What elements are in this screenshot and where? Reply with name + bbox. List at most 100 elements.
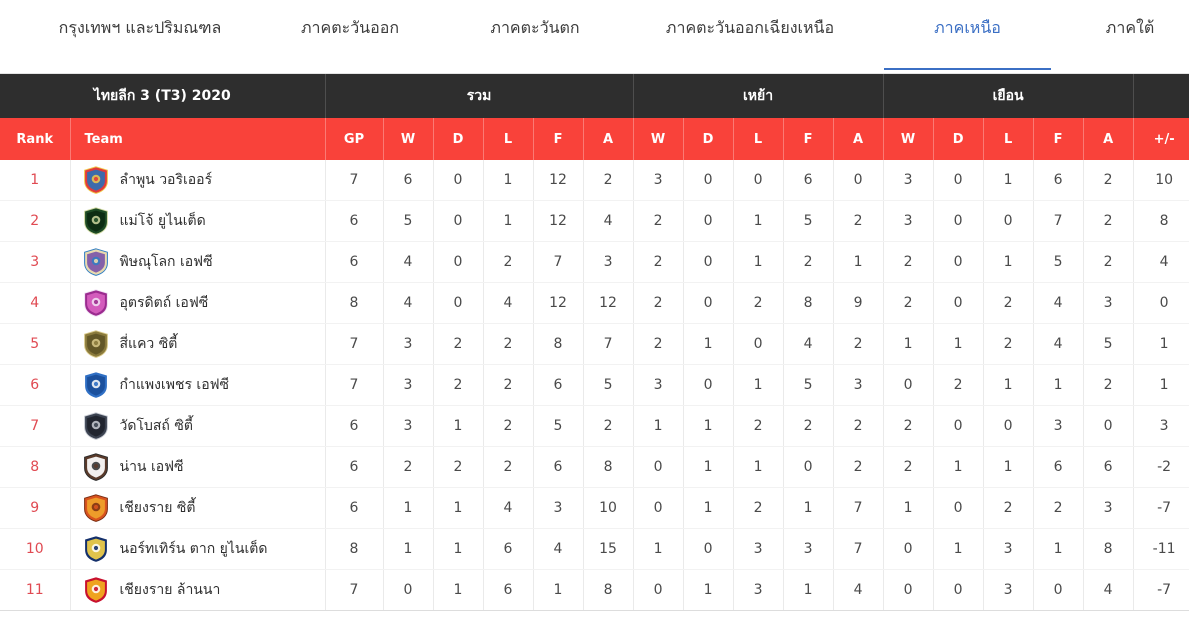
- cell-away-w: 1: [882, 487, 934, 529]
- cell-home-a: 2: [833, 405, 884, 447]
- cell-away-d: 0: [933, 200, 984, 242]
- col-home-l[interactable]: L: [733, 118, 784, 160]
- col-gp[interactable]: GP: [324, 118, 384, 160]
- tab-region-0[interactable]: กรุงเทพฯ และปริมณฑล: [40, 18, 240, 70]
- cell-total-a: 8: [583, 446, 634, 488]
- col-away-d[interactable]: D: [933, 118, 984, 160]
- team-name: พิษณุโลก เอฟซี: [119, 254, 213, 270]
- table-row[interactable]: 1ลำพูน วอริเออร์760112230060301621018: [0, 160, 1189, 201]
- cell-total-w: 0: [383, 569, 434, 611]
- table-row[interactable]: 6กำแพงเพชร เอฟซี7322653015302112111: [0, 364, 1189, 406]
- col-away-f[interactable]: F: [1033, 118, 1084, 160]
- group-home: เหย้า: [632, 74, 884, 118]
- tab-region-2[interactable]: ภาคตะวันตก: [470, 18, 600, 70]
- cell-team[interactable]: น่าน เอฟซี: [70, 446, 326, 488]
- cell-team[interactable]: แม่โจ้ ยูไนเต็ด: [70, 200, 326, 242]
- team-cell: เชียงราย ซิตี้: [71, 488, 325, 528]
- cell-total-f: 3: [533, 487, 584, 529]
- cell-team[interactable]: นอร์ทเทิร์น ตาก ยูไนเต็ด: [70, 528, 326, 570]
- cell-team[interactable]: ลำพูน วอริเออร์: [70, 160, 326, 201]
- cell-total-f: 8: [533, 323, 584, 365]
- col-away-w[interactable]: W: [882, 118, 934, 160]
- cell-home-a: 2: [833, 323, 884, 365]
- team-cell: วัดโบสถ์ ซิตี้: [71, 406, 325, 446]
- cell-gp: 6: [324, 446, 384, 488]
- cell-team[interactable]: สี่แคว ซิตี้: [70, 323, 326, 365]
- cell-away-f: 4: [1033, 282, 1084, 324]
- tab-region-5[interactable]: ภาคใต้: [1080, 18, 1180, 70]
- tab-region-3[interactable]: ภาคตะวันออกเฉียงเหนือ: [655, 18, 845, 70]
- col-home-w[interactable]: W: [632, 118, 684, 160]
- cell-total-a: 2: [583, 160, 634, 201]
- cell-home-d: 1: [683, 405, 734, 447]
- cell-home-a: 0: [833, 160, 884, 201]
- col-total-w[interactable]: W: [383, 118, 434, 160]
- cell-total-a: 8: [583, 569, 634, 611]
- cell-total-w: 1: [383, 528, 434, 570]
- group-blank: [1132, 74, 1189, 118]
- col-away-a[interactable]: A: [1083, 118, 1134, 160]
- table-row[interactable]: 2แม่โจ้ ยูไนเต็ด65011242015230072815: [0, 200, 1189, 242]
- table-row[interactable]: 7วัดโบสถ์ ซิตี้6312521122220030310: [0, 405, 1189, 447]
- league-title: ไทยลีก 3 (T3) 2020: [0, 74, 326, 118]
- cell-home-a: 7: [833, 487, 884, 529]
- cell-home-a: 7: [833, 528, 884, 570]
- cell-goal-difference: -7: [1132, 569, 1189, 611]
- cell-total-d: 1: [433, 569, 484, 611]
- table-row[interactable]: 10 นอร์ทเทิร์น ตาก ยูไนเต็ด 8 1 1 6 4 15 1 0 3 3 7 0 1…: [0, 528, 1189, 570]
- table-row[interactable]: 3พิษณุโลก เอฟซี6402732012120152412: [0, 241, 1189, 283]
- col-home-f[interactable]: F: [783, 118, 834, 160]
- col-rank[interactable]: Rank: [0, 118, 71, 160]
- tab-label: ภาคใต้: [1105, 18, 1155, 37]
- cell-home-f: 6: [783, 160, 834, 201]
- cell-total-d: 0: [433, 160, 484, 201]
- cell-home-l: 0: [733, 160, 784, 201]
- cell-home-d: 1: [683, 569, 734, 611]
- team-name: อุตรดิตถ์ เอฟซี: [119, 295, 209, 311]
- col-home-a[interactable]: A: [833, 118, 884, 160]
- cell-away-f: 0: [1033, 569, 1084, 611]
- cell-total-l: 6: [483, 528, 534, 570]
- group-away: เยือน: [882, 74, 1134, 118]
- col-total-d[interactable]: D: [433, 118, 484, 160]
- team-cell: แม่โจ้ ยูไนเต็ด: [71, 201, 325, 241]
- col-total-a[interactable]: A: [583, 118, 634, 160]
- cell-team[interactable]: พิษณุโลก เอฟซี: [70, 241, 326, 283]
- table-row[interactable]: 5สี่แคว ซิตี้7322872104211245111: [0, 323, 1189, 365]
- team-cell: เชียงราย ล้านนา: [71, 570, 325, 610]
- col-away-l[interactable]: L: [983, 118, 1034, 160]
- team-cell: กำแพงเพชร เอฟซี: [71, 365, 325, 405]
- col-team[interactable]: Team: [70, 118, 326, 160]
- tab-region-4[interactable]: ภาคเหนือ: [884, 18, 1051, 70]
- cell-team[interactable]: กำแพงเพชร เอฟซี: [70, 364, 326, 406]
- col-goal-difference[interactable]: +/-: [1132, 118, 1189, 160]
- cell-home-f: 1: [783, 569, 834, 611]
- tab-region-1[interactable]: ภาคตะวันออก: [280, 18, 420, 70]
- cell-home-l: 2: [733, 282, 784, 324]
- tab-label: ภาคตะวันออกเฉียงเหนือ: [665, 18, 835, 37]
- cell-team[interactable]: เชียงราย ล้านนา: [70, 569, 326, 611]
- table-row[interactable]: 4อุตรดิตถ์ เอฟซี840412122028920243012: [0, 282, 1189, 324]
- team-name: วัดโบสถ์ ซิตี้: [119, 418, 193, 434]
- cell-team[interactable]: อุตรดิตถ์ เอฟซี: [70, 282, 326, 324]
- cell-total-l: 1: [483, 160, 534, 201]
- cell-total-f: 5: [533, 405, 584, 447]
- cell-away-w: 2: [882, 241, 934, 283]
- team-cell: พิษณุโลก เอฟซี: [71, 242, 325, 282]
- watbot-city-crest: [83, 412, 108, 440]
- cell-home-l: 0: [733, 323, 784, 365]
- col-total-l[interactable]: L: [483, 118, 534, 160]
- col-home-d[interactable]: D: [683, 118, 734, 160]
- cell-team[interactable]: เชียงราย ซิตี้: [70, 487, 326, 529]
- cell-away-a: 2: [1083, 160, 1134, 201]
- cell-away-f: 1: [1033, 528, 1084, 570]
- cell-total-l: 1: [483, 200, 534, 242]
- cell-team[interactable]: วัดโบสถ์ ซิตี้: [70, 405, 326, 447]
- col-total-f[interactable]: F: [533, 118, 584, 160]
- cell-home-w: 2: [632, 241, 684, 283]
- cell-rank: 11: [0, 569, 71, 611]
- table-body: 1ลำพูน วอริเออร์7601122300603016210182แม…: [0, 160, 1189, 611]
